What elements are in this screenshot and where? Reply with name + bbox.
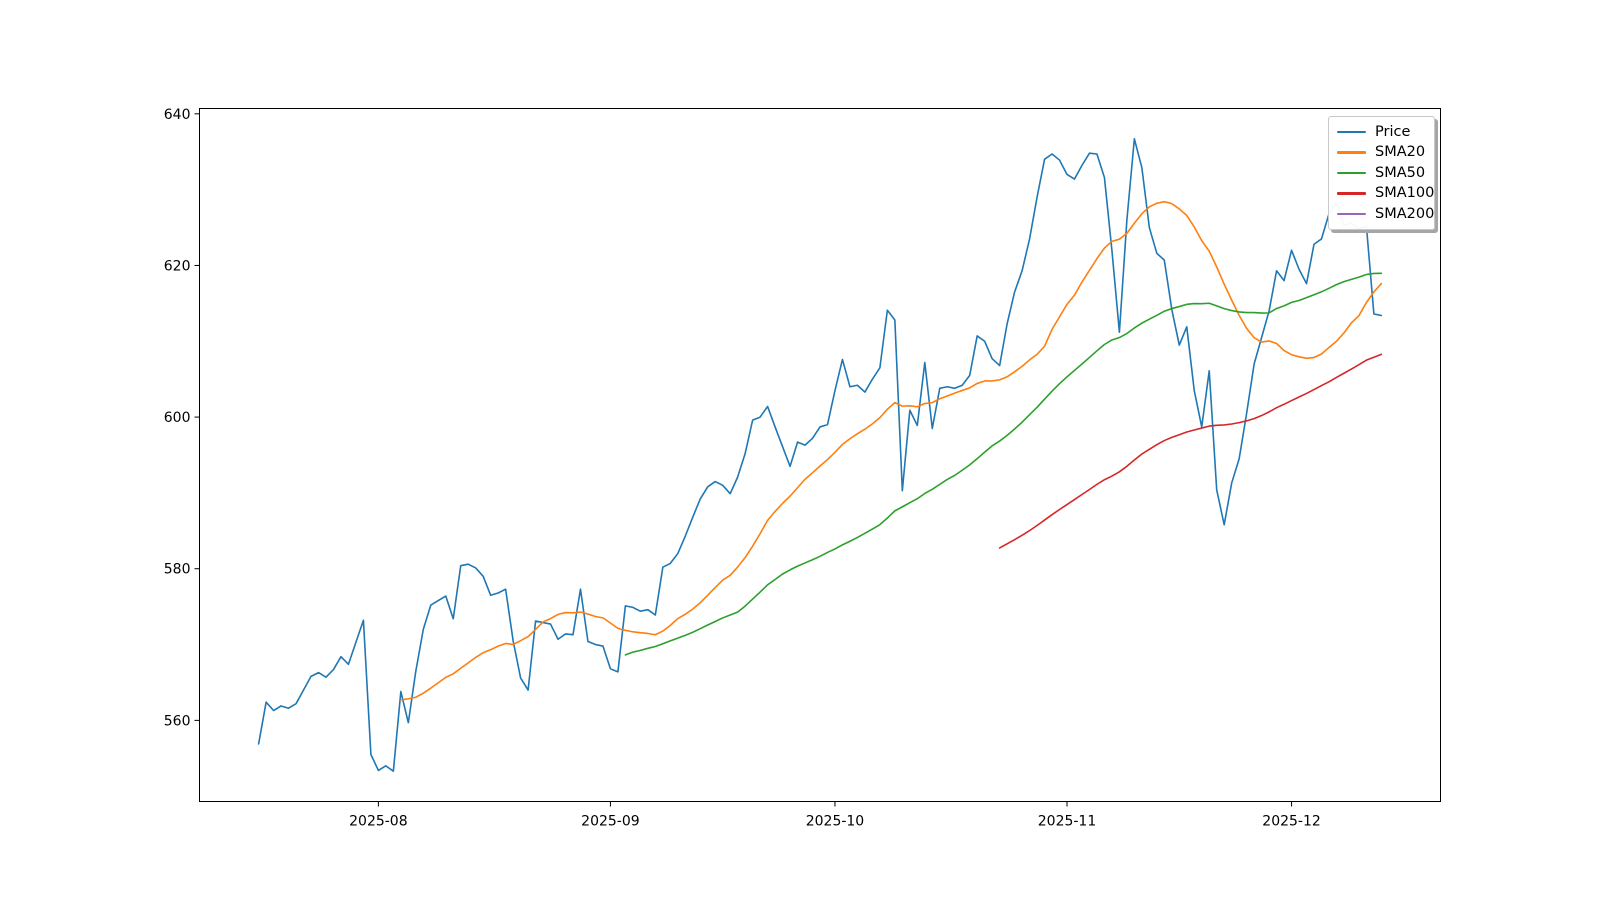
y-tick-label: 600 xyxy=(164,410,191,426)
legend-swatch-sma200 xyxy=(1337,212,1366,215)
legend-swatch-sma50 xyxy=(1337,171,1366,175)
legend-label: Price xyxy=(1375,123,1411,140)
sma100-line xyxy=(998,353,1383,549)
legend-item-price: Price xyxy=(1337,122,1426,142)
legend-label: SMA20 xyxy=(1375,144,1426,161)
legend: Price SMA20 SMA50 SMA100 SMA200 xyxy=(1328,116,1435,230)
sma20-line xyxy=(400,200,1383,701)
legend-label: SMA50 xyxy=(1375,164,1426,181)
legend-item-sma50: SMA50 xyxy=(1337,163,1426,183)
sma50-line xyxy=(624,272,1383,656)
y-tick-label: 620 xyxy=(164,258,191,274)
price-line xyxy=(257,138,1383,772)
legend-label: SMA100 xyxy=(1375,185,1435,202)
y-tick-label: 640 xyxy=(164,107,191,123)
x-tick-label: 2025-09 xyxy=(581,814,640,830)
legend-label: SMA200 xyxy=(1375,205,1435,222)
legend-item-sma20: SMA20 xyxy=(1337,142,1426,162)
y-tick-label: 580 xyxy=(164,562,191,578)
legend-item-sma200: SMA200 xyxy=(1337,204,1434,224)
x-tick-label: 2025-10 xyxy=(806,814,865,830)
legend-swatch-sma100 xyxy=(1337,192,1366,195)
legend-item-sma100: SMA100 xyxy=(1337,183,1434,203)
x-tick-label: 2025-08 xyxy=(349,814,408,830)
y-tick-label: 560 xyxy=(164,713,191,729)
x-tick-label: 2025-11 xyxy=(1038,814,1097,830)
legend-swatch-sma20 xyxy=(1337,151,1366,154)
x-tick-label: 2025-12 xyxy=(1262,814,1321,830)
plot-area-border xyxy=(199,108,1441,802)
legend-swatch-price xyxy=(1337,130,1366,134)
